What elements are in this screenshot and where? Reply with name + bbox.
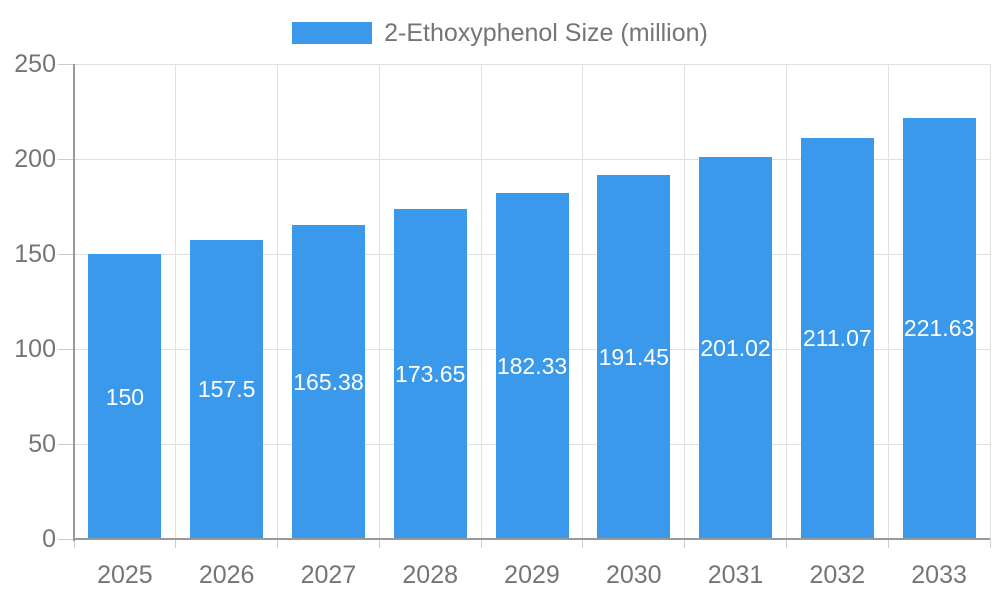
gridline-vertical xyxy=(887,64,889,539)
gridline-vertical xyxy=(277,64,279,539)
bar[interactable]: 173.65 xyxy=(393,209,467,539)
gridline-vertical xyxy=(378,64,380,539)
gridline-vertical xyxy=(684,64,686,539)
gridline-vertical xyxy=(480,64,482,539)
x-axis-tick xyxy=(378,539,380,548)
x-axis-tick xyxy=(73,539,75,548)
bar-value-label: 165.38 xyxy=(293,368,364,395)
x-axis-line xyxy=(74,538,990,540)
y-axis-tick xyxy=(58,158,74,160)
bar-value-label: 221.63 xyxy=(903,315,975,342)
bar-value-label: 150 xyxy=(105,383,145,410)
legend-label: 2-Ethoxyphenol Size (million) xyxy=(384,19,708,47)
gridline-vertical xyxy=(989,64,991,539)
x-axis-tick-label: 2032 xyxy=(809,561,866,589)
bar-value-label: 182.33 xyxy=(496,352,568,379)
bar-value-label: 173.65 xyxy=(395,361,466,388)
x-axis-tick xyxy=(582,539,584,548)
y-axis-tick-label: 250 xyxy=(14,50,56,78)
y-axis-tick-label: 50 xyxy=(28,430,56,458)
x-axis-tick xyxy=(989,539,991,548)
bar-value-label: 157.5 xyxy=(197,376,256,403)
gridline-vertical xyxy=(785,64,787,539)
legend-item[interactable]: 2-Ethoxyphenol Size (million) xyxy=(0,20,1000,46)
x-axis-tick-label: 2028 xyxy=(402,561,459,589)
bar[interactable]: 201.02 xyxy=(699,157,773,539)
x-axis-tick-label: 2027 xyxy=(300,561,357,589)
bar[interactable]: 221.63 xyxy=(902,117,976,539)
x-axis-tick xyxy=(887,539,889,548)
x-axis-tick-label: 2026 xyxy=(198,561,255,589)
x-axis-tick-label: 2031 xyxy=(707,561,764,589)
bar[interactable]: 150 xyxy=(88,254,162,539)
bar[interactable]: 165.38 xyxy=(291,224,365,539)
legend-swatch xyxy=(292,22,373,44)
x-axis-tick-label: 2025 xyxy=(97,561,153,589)
y-axis-tick xyxy=(58,538,74,540)
gridline-vertical xyxy=(582,64,584,539)
x-axis-tick-label: 2030 xyxy=(605,561,662,589)
x-axis-tick xyxy=(785,539,787,548)
y-axis-tick xyxy=(58,443,74,445)
bar[interactable]: 211.07 xyxy=(800,137,874,539)
y-axis-tick-label: 100 xyxy=(14,335,56,363)
x-axis-tick xyxy=(684,539,686,548)
y-axis-line xyxy=(73,64,75,541)
x-axis-tick xyxy=(480,539,482,548)
y-axis-tick-label: 0 xyxy=(42,525,56,553)
x-axis-tick xyxy=(277,539,279,548)
bar-value-label: 201.02 xyxy=(700,335,771,362)
gridline-horizontal xyxy=(74,63,990,65)
gridline-horizontal xyxy=(74,158,990,160)
bar[interactable]: 182.33 xyxy=(495,192,569,539)
y-axis-tick xyxy=(58,348,74,350)
x-axis-tick-label: 2033 xyxy=(911,561,967,589)
bar[interactable]: 191.45 xyxy=(597,175,671,539)
y-axis-tick-label: 150 xyxy=(14,240,56,268)
x-axis-tick-label: 2029 xyxy=(504,561,560,589)
bar-value-label: 191.45 xyxy=(598,344,669,371)
bar-value-label: 211.07 xyxy=(803,325,872,352)
y-axis-tick xyxy=(58,253,74,255)
bar[interactable]: 157.5 xyxy=(190,239,264,539)
gridline-vertical xyxy=(175,64,177,539)
y-axis-tick-label: 200 xyxy=(14,145,56,173)
x-axis-tick xyxy=(175,539,177,548)
y-axis-tick xyxy=(58,63,74,65)
